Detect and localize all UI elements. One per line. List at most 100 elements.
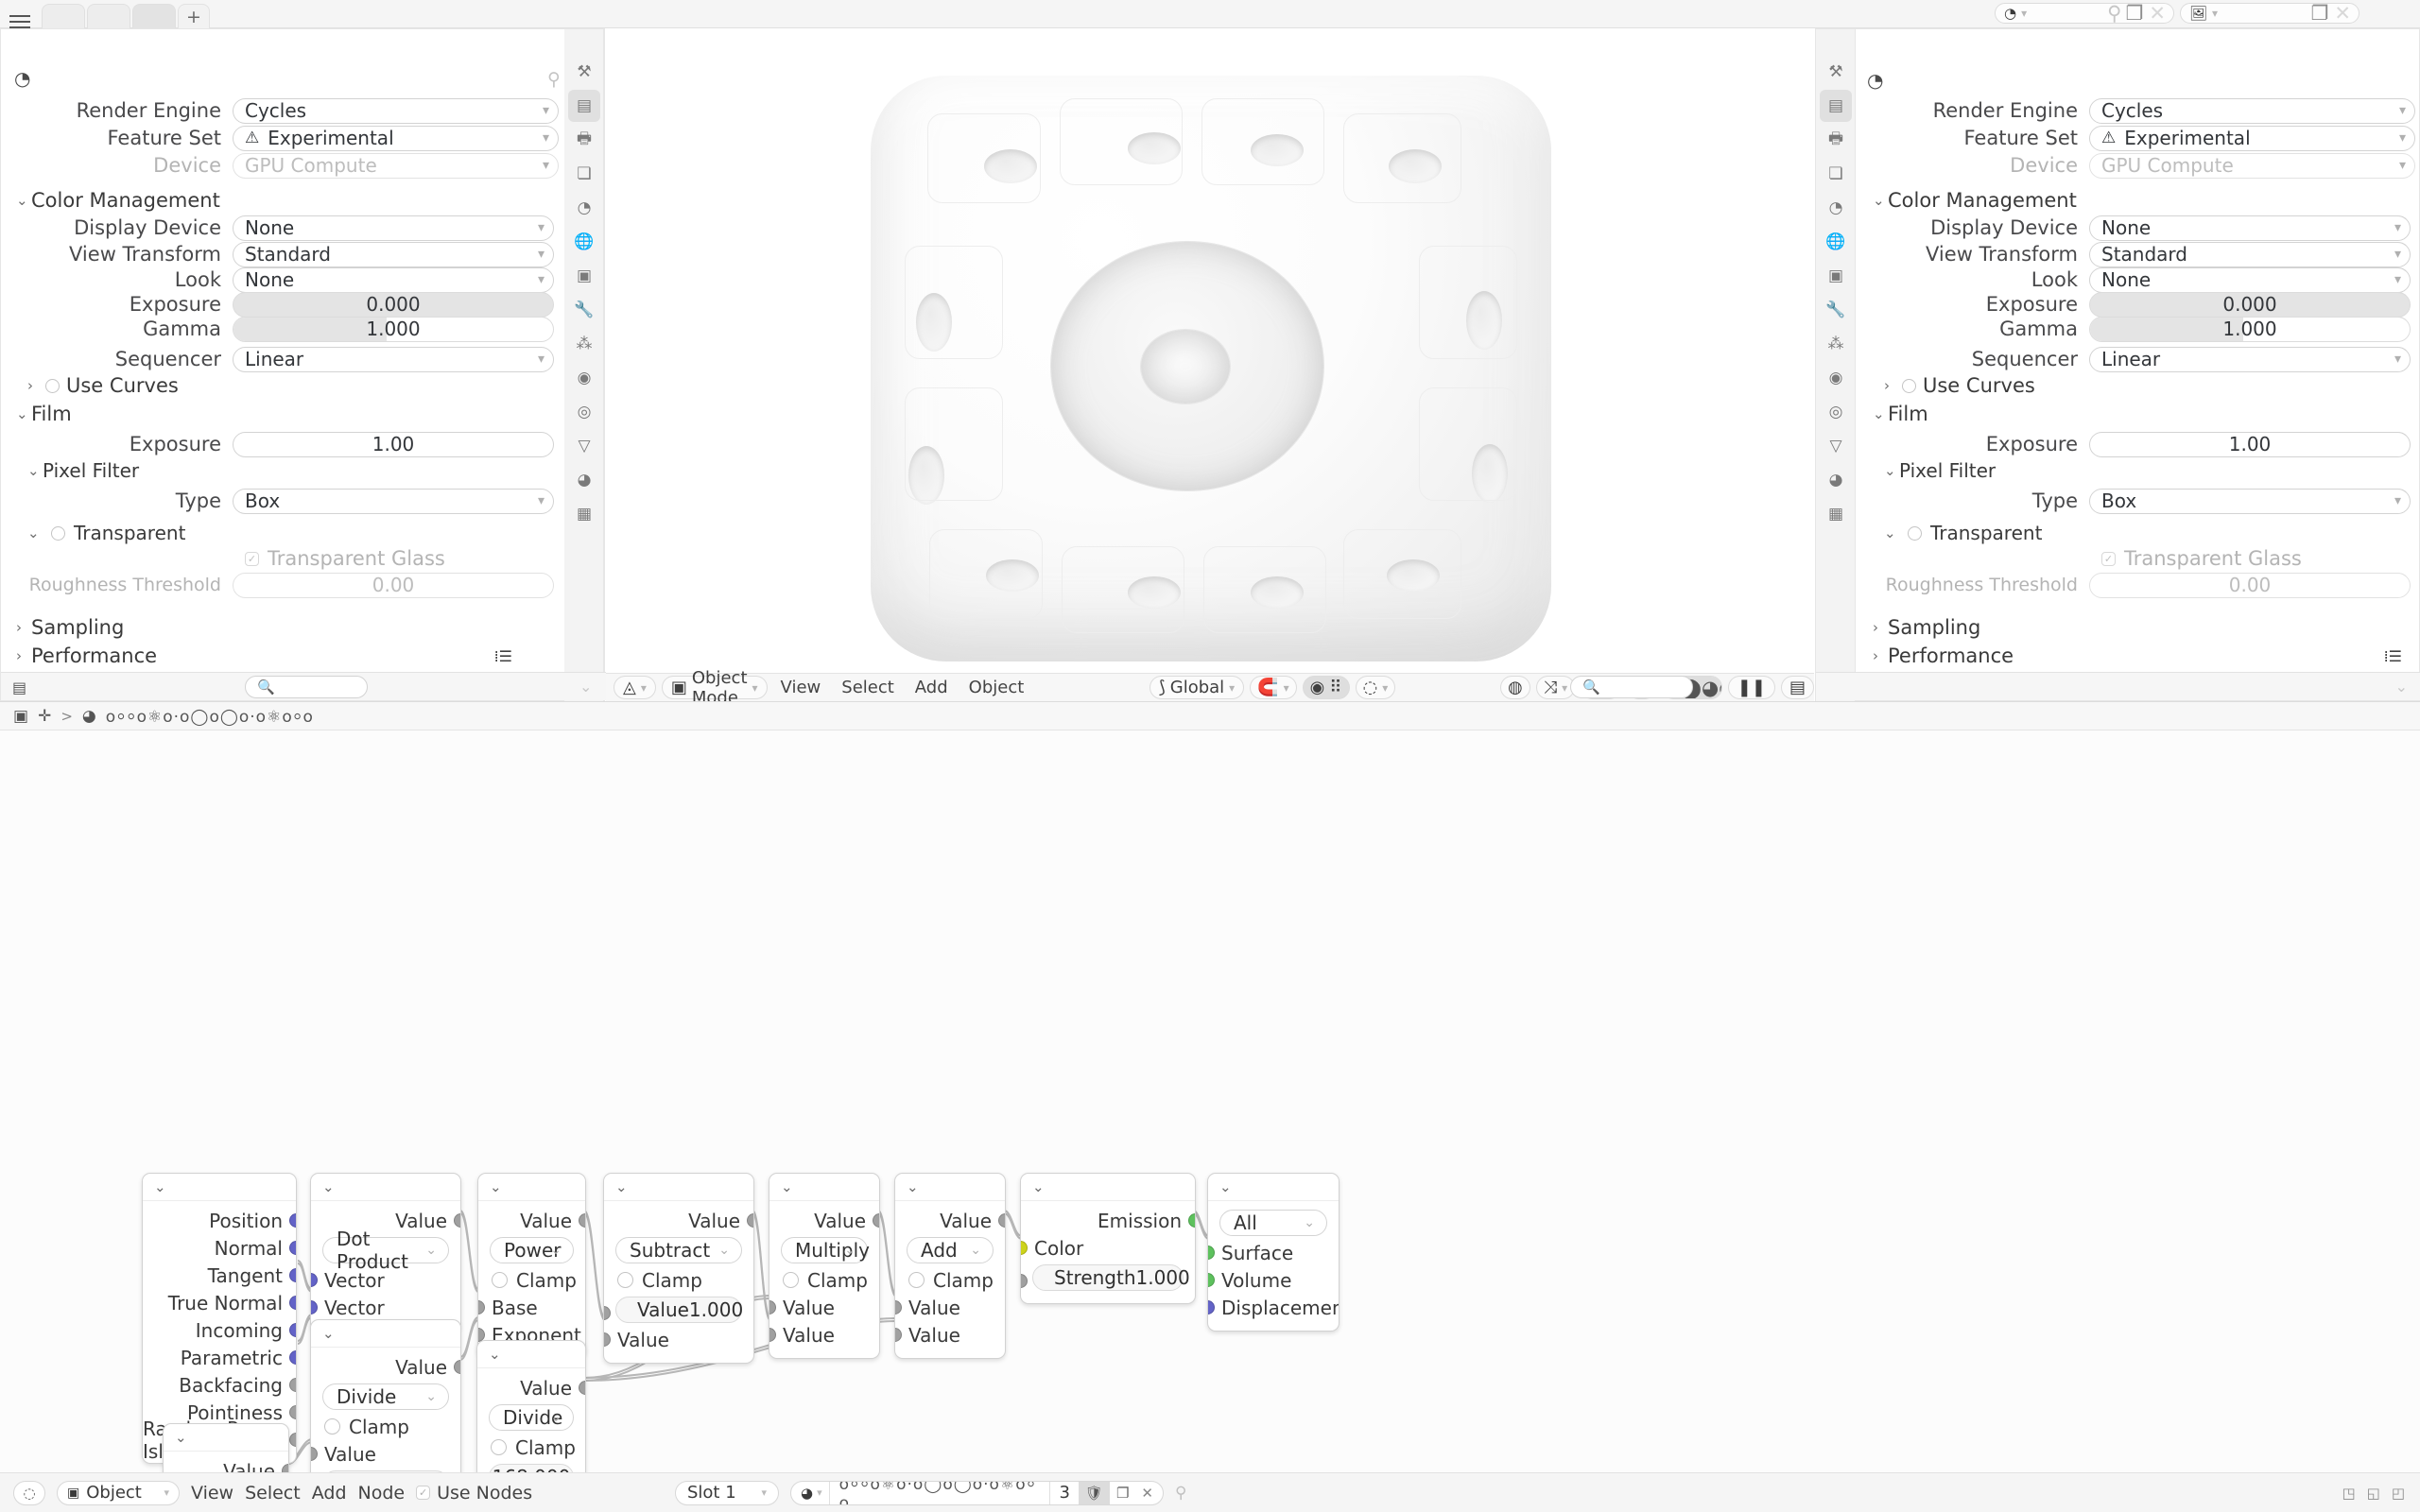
film-panel-header[interactable]: ⌄ Film	[1858, 400, 2420, 428]
tab-particles[interactable]: ⁂	[1827, 335, 1844, 353]
tab-particles[interactable]: ⁂	[576, 335, 593, 353]
tab-constraints[interactable]: ◎	[1828, 403, 1843, 421]
chevron-down-icon[interactable]: ⌄	[489, 1346, 501, 1363]
transparent-glass-row[interactable]: ✓ Transparent Glass	[1858, 545, 2420, 572]
exposure-slider[interactable]: 0.000	[2089, 291, 2411, 318]
socket-value-2[interactable]: Value	[769, 1321, 879, 1349]
device-dropdown[interactable]: GPU Compute ▾	[233, 152, 559, 179]
socket-value-out[interactable]: Value	[478, 1207, 585, 1234]
node-header[interactable]: ⌄	[1208, 1174, 1339, 1201]
sequencer-dropdown[interactable]: Linear ▾	[233, 346, 554, 372]
gizmo-dropdown[interactable]: ⤨ ▾	[1535, 676, 1576, 699]
use-nodes-row[interactable]: ✓ Use Nodes	[416, 1483, 532, 1503]
use-curves-row[interactable]: › Use Curves	[1, 371, 564, 400]
transparent-glass-checkbox[interactable]: ✓	[245, 551, 259, 566]
socket-surface[interactable]: Surface	[1208, 1239, 1339, 1266]
search-input[interactable]: 🔍	[245, 676, 368, 698]
view-transform-dropdown[interactable]: Standard ▾	[2089, 241, 2411, 267]
shader-node-editor[interactable]: ▣ ✛ > ◕ o⸰⸰o⚛o·o◯o◯o·o⚛o⸰o	[0, 701, 2420, 1512]
transform-orientation-dropdown[interactable]: ⟆ Global ▾	[1149, 676, 1245, 699]
node-header[interactable]: ⌄	[477, 1341, 585, 1368]
look-dropdown[interactable]: None ▾	[233, 266, 554, 293]
performance-panel-header[interactable]: › Performance ⁞☰	[1858, 642, 2420, 670]
node-header[interactable]: ⌄	[143, 1174, 296, 1201]
socket-parametric[interactable]: Parametric	[143, 1344, 296, 1371]
render-engine-dropdown[interactable]: Cycles ▾	[233, 97, 559, 124]
clamp-checkbox[interactable]	[324, 1418, 340, 1435]
chevron-down-icon[interactable]: ⌄	[490, 1178, 502, 1195]
chevron-down-icon[interactable]: ⌄	[322, 1325, 335, 1342]
tab-data[interactable]: ▽	[1829, 437, 1842, 455]
socket-vector-2[interactable]: Vector	[311, 1294, 460, 1321]
transparent-glass-checkbox[interactable]: ✓	[2101, 551, 2116, 566]
tab-world[interactable]: 🌐	[574, 232, 595, 251]
proportional-edit-button[interactable]: ◉ ⠿	[1302, 676, 1350, 699]
use-curves-checkbox[interactable]	[45, 378, 60, 393]
socket-emission-out[interactable]: Emission	[1021, 1207, 1195, 1234]
chevron-down-icon[interactable]: ⌄	[615, 1178, 628, 1195]
list-icon[interactable]: ⁞☰	[493, 646, 512, 665]
node-math-power[interactable]: ⌄ Value Power ⌄ Clamp Base Exponent	[477, 1173, 586, 1359]
tab-object[interactable]: ▣	[576, 266, 593, 285]
pixel-filter-panel-header[interactable]: ⌄ Pixel Filter	[1858, 456, 2420, 485]
search-input[interactable]: 🔍	[1570, 676, 1693, 698]
film-exposure-field[interactable]: 1.00	[233, 431, 554, 457]
use-curves-checkbox[interactable]	[1902, 378, 1916, 393]
chevron-down-icon[interactable]: ⌄	[907, 1178, 919, 1195]
transparent-checkbox[interactable]	[51, 525, 65, 541]
menu-add[interactable]: Add	[311, 1482, 347, 1503]
socket-vector-1[interactable]: Vector	[311, 1266, 460, 1294]
socket-value-2[interactable]: Value	[895, 1321, 1005, 1349]
node-math-subtract[interactable]: ⌄ Value Subtract ⌄ Clamp Value 1.000	[603, 1173, 754, 1364]
tab-constraints[interactable]: ◎	[577, 403, 592, 421]
use-curves-row[interactable]: › Use Curves	[1858, 371, 2420, 400]
viewport-3d[interactable]: ◬ ▾ ▣ Object Mode ▾ View Select Add Objec…	[606, 28, 1814, 708]
pin-icon[interactable]: ⚲	[1174, 1483, 1187, 1503]
chevron-down-icon[interactable]: ⌄	[1219, 1178, 1232, 1195]
clamp-checkbox[interactable]	[492, 1272, 508, 1288]
color-management-panel-header[interactable]: ⌄ Color Management	[1, 186, 564, 215]
sequencer-dropdown[interactable]: Linear ▾	[2089, 346, 2411, 372]
operation-dropdown[interactable]: Divide⌄	[489, 1404, 574, 1431]
material-browse-button[interactable]: ◕ ▾	[791, 1481, 830, 1504]
tab-render[interactable]: ▤	[568, 90, 600, 122]
clamp-checkbox-row[interactable]: Clamp	[604, 1266, 753, 1294]
socket-value-out[interactable]: Value	[769, 1207, 879, 1234]
transparent-checkbox[interactable]	[1908, 525, 1922, 541]
transparent-panel-header[interactable]: ⌄ Transparent	[1, 513, 564, 545]
add-workspace-button[interactable]: +	[178, 4, 210, 28]
clamp-checkbox[interactable]	[491, 1439, 507, 1455]
node-material-output[interactable]: ⌄ All ⌄ Surface Volume Displacement	[1207, 1173, 1340, 1332]
node-vector-math-dot-product[interactable]: ⌄ Value Dot Product ⌄ Vector Vector	[310, 1173, 461, 1332]
object-mode-dropdown[interactable]: ▣ Object ▾	[57, 1480, 180, 1505]
tab-physics[interactable]: ◉	[577, 369, 592, 387]
clamp-checkbox-row[interactable]: Clamp	[477, 1434, 585, 1461]
socket-value-out[interactable]: Value	[477, 1374, 585, 1401]
clamp-checkbox[interactable]	[783, 1272, 799, 1288]
render-engine-dropdown[interactable]: Cycles ▾	[2089, 97, 2415, 124]
device-dropdown[interactable]: GPU Compute ▾	[2089, 152, 2415, 179]
node-header[interactable]: ⌄	[311, 1174, 460, 1201]
socket-value-1[interactable]: Value	[895, 1294, 1005, 1321]
tab-texture[interactable]: ▦	[1827, 505, 1844, 524]
feature-set-dropdown[interactable]: ⚠ Experimental ▾	[233, 125, 559, 151]
display-device-dropdown[interactable]: None ▾	[233, 215, 554, 241]
close-icon[interactable]: ✕	[2334, 2, 2351, 25]
visibility-dropdown[interactable]: ◍	[1499, 676, 1530, 699]
socket-value-2[interactable]: Value	[604, 1326, 753, 1353]
value-input-1[interactable]: Value 1.000	[615, 1297, 743, 1323]
pin-icon[interactable]: ⚲	[547, 69, 561, 90]
editor-type-button[interactable]: ◌	[13, 1480, 45, 1505]
editor-type-button[interactable]: ◬ ▾	[614, 676, 656, 699]
socket-base[interactable]: Base	[478, 1294, 585, 1321]
material-slot-dropdown[interactable]: Slot 1 ▾	[674, 1480, 779, 1505]
node-header[interactable]: ⌄	[164, 1424, 288, 1452]
fake-user-icon[interactable]: 🛡	[1078, 1481, 1110, 1504]
look-dropdown[interactable]: None ▾	[2089, 266, 2411, 293]
chevron-down-icon[interactable]: ⌄	[781, 1178, 793, 1195]
clamp-checkbox-row[interactable]: Clamp	[478, 1266, 585, 1294]
menu-node[interactable]: Node	[357, 1482, 406, 1503]
shading-rendered-icon[interactable]: ◎	[1719, 677, 1721, 698]
socket-normal[interactable]: Normal	[143, 1234, 296, 1262]
menu-view[interactable]: View	[780, 678, 821, 697]
